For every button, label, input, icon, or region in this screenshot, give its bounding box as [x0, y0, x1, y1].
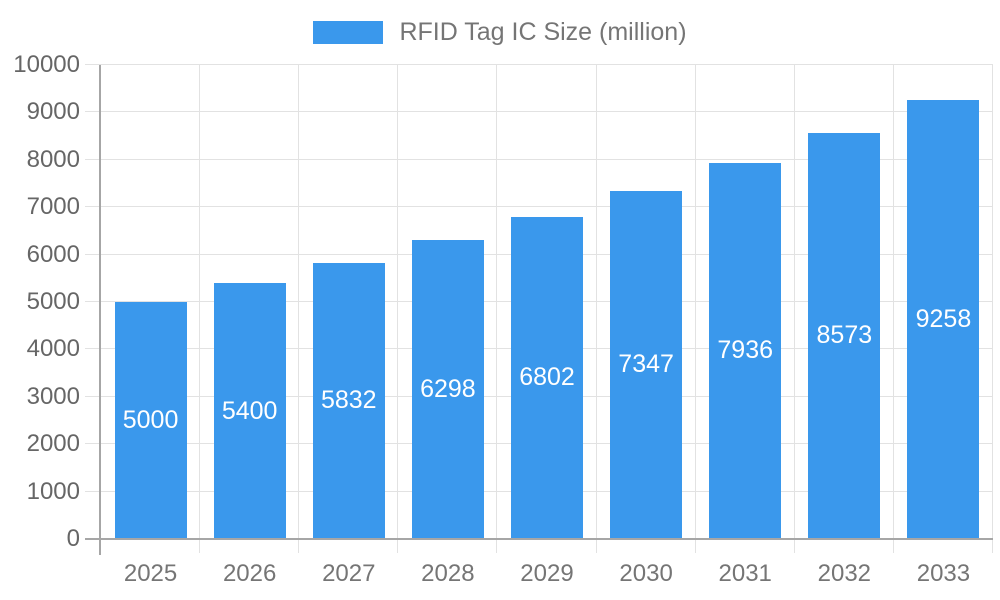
bar-2029[interactable]: 6802	[511, 216, 583, 539]
y-axis-tick-label: 0	[66, 525, 80, 552]
legend-item[interactable]: RFID Tag IC Size (million)	[0, 17, 1000, 47]
x-gridline	[397, 65, 399, 553]
x-axis-tick-label: 2033	[916, 560, 971, 587]
x-gridline	[496, 65, 498, 553]
x-gridline	[694, 65, 696, 553]
bar-value-label: 5400	[221, 396, 278, 425]
y-gridline	[85, 111, 993, 113]
bar-2026[interactable]: 5400	[213, 283, 286, 539]
bar-value-label: 5832	[320, 386, 377, 415]
x-axis-tick-label: 2028	[421, 560, 475, 587]
bar-2027[interactable]: 5832	[312, 262, 385, 539]
bar-value-label: 5000	[122, 406, 179, 434]
x-gridline	[199, 65, 201, 553]
y-axis-tick-label: 7000	[26, 193, 80, 221]
x-axis-tick-label: 2026	[222, 560, 277, 587]
bar-value-label: 7936	[717, 336, 774, 365]
x-gridline	[793, 65, 795, 553]
x-gridline	[595, 65, 597, 553]
x-gridline	[298, 65, 300, 553]
x-axis-tick-label: 2029	[520, 560, 574, 587]
y-gridline	[85, 206, 993, 208]
bar-2031[interactable]: 7936	[709, 162, 782, 539]
bar-2033[interactable]: 9258	[907, 100, 980, 539]
x-axis-tick-label: 2031	[718, 560, 772, 587]
x-axis-tick-label: 2032	[817, 560, 872, 587]
x-gridline	[992, 65, 993, 553]
x-axis-tick-label: 2030	[619, 560, 673, 587]
y-gridline	[85, 64, 993, 65]
bar-value-label: 9258	[915, 305, 972, 334]
y-axis-tick-label: 1000	[26, 477, 80, 505]
bar-value-label: 6802	[519, 363, 575, 392]
bar-value-label: 7347	[618, 350, 674, 379]
x-axis-tick-label: 2025	[123, 560, 178, 587]
bar-2030[interactable]: 7347	[610, 190, 683, 539]
legend-label: RFID Tag IC Size (million)	[399, 18, 687, 46]
bar-value-label: 6298	[420, 375, 476, 404]
y-axis-tick-label: 9000	[26, 98, 80, 126]
y-axis-tick-label: 5000	[26, 288, 80, 315]
y-axis-line	[99, 65, 101, 555]
bar-2032[interactable]: 8573	[808, 132, 881, 539]
bar-value-label: 8573	[816, 321, 873, 350]
x-gridline	[892, 65, 894, 553]
legend-swatch-icon	[313, 20, 384, 44]
x-axis-line	[85, 538, 993, 540]
y-axis-tick-label: 4000	[26, 335, 80, 363]
y-gridline	[85, 158, 993, 160]
y-axis-tick-label: 3000	[26, 382, 80, 410]
y-axis-tick-label: 6000	[26, 240, 80, 268]
y-axis-tick-label: 10000	[13, 51, 80, 78]
bar-2025[interactable]: 5000	[114, 302, 187, 539]
bar-2028[interactable]: 6298	[411, 240, 484, 539]
x-axis-tick-label: 2027	[322, 560, 376, 587]
y-axis-tick-label: 2000	[26, 430, 80, 458]
y-axis-tick-label: 8000	[26, 145, 80, 173]
